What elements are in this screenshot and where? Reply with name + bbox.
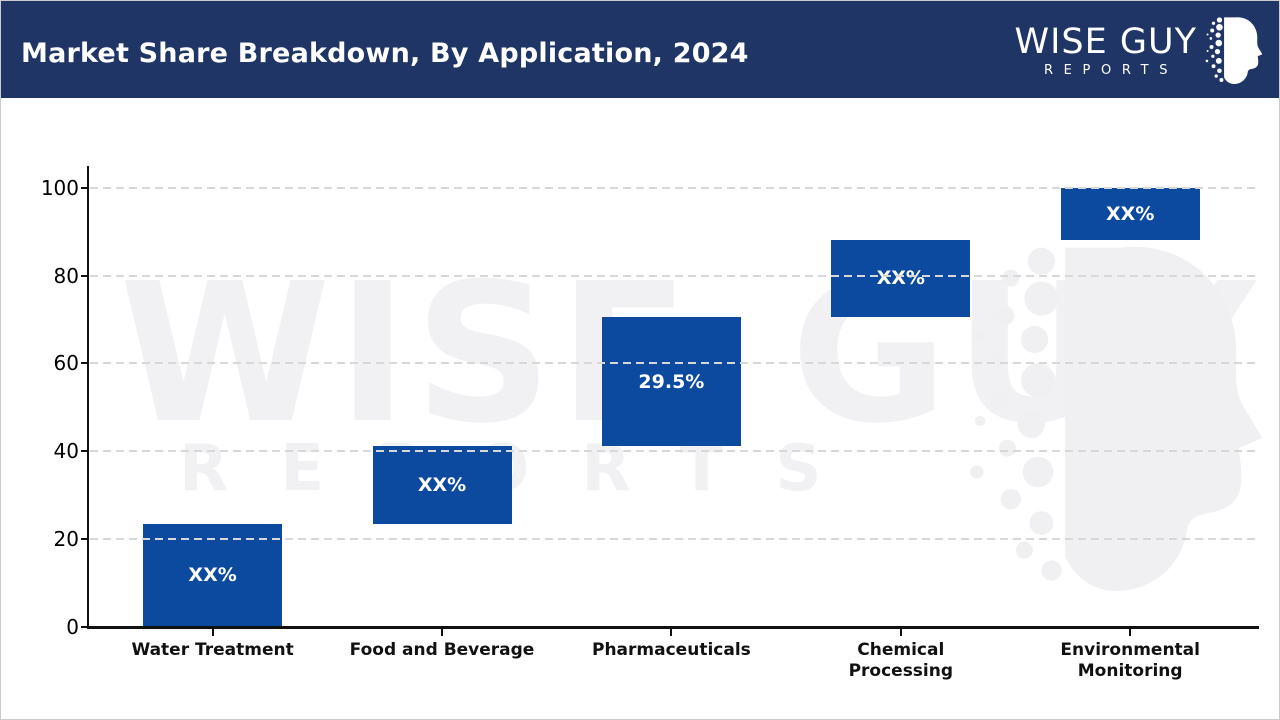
bar-environmental-monitoring: XX% [1060, 188, 1200, 240]
x-tick-food-and-beverage [441, 628, 443, 636]
bar-pharmaceuticals: 29.5% [601, 316, 741, 447]
x-axis-label-line: Processing [848, 660, 954, 681]
x-axis-label-line: Water Treatment [131, 639, 294, 660]
x-axis-label-chemical-processing: Chemical Processing [786, 640, 1016, 683]
wise-guy-reports-logo: WISE GUY REPORTS [1014, 11, 1265, 91]
logo-wordmark: WISE GUY [1014, 21, 1197, 62]
y-tick-label-20: 20 [53, 526, 79, 551]
y-tick-label-0: 0 [66, 614, 79, 639]
logo-head-icon [1205, 16, 1263, 84]
bar-water-treatment: XX% [143, 523, 283, 627]
y-axis-line [87, 166, 89, 629]
gridline-80 [90, 274, 1259, 277]
watermark-subtitle: REPORTS [179, 432, 874, 506]
bar-value-label: XX% [417, 474, 467, 497]
x-tick-pharmaceuticals [670, 628, 673, 636]
y-tick-label-60: 60 [53, 351, 79, 376]
y-tick-label-40: 40 [53, 439, 79, 464]
watermark-head-icon [970, 246, 1263, 592]
y-tick-80 [81, 274, 89, 277]
x-tick-water-treatment [211, 628, 214, 636]
x-tick-environmental-monitoring [1129, 628, 1132, 636]
x-tick-chemical-processing [899, 628, 902, 636]
bar-value-label: XX% [876, 267, 925, 290]
gridline-40 [90, 450, 1259, 453]
x-axis-label-water-treatment: Water Treatment [98, 640, 328, 661]
gridline-60 [90, 362, 1259, 365]
y-tick-60 [81, 362, 89, 365]
y-tick-40 [81, 450, 89, 453]
x-axis-label-line: Environmental [1060, 639, 1200, 660]
x-axis-label-food-and-beverage: Food and Beverage [327, 640, 557, 661]
logo-text: WISE GUY REPORTS [1014, 21, 1197, 78]
header-bar: Market Share Breakdown, By Application, … [1, 1, 1279, 98]
bar-value-label: 29.5% [638, 370, 705, 393]
logo-subtitle: REPORTS [1043, 62, 1179, 78]
x-axis-label-line: Food and Beverage [349, 639, 535, 660]
gridline-100 [90, 187, 1259, 189]
page-title: Market Share Breakdown, By Application, … [21, 38, 749, 69]
x-axis-label-line: Pharmaceuticals [592, 639, 751, 660]
x-axis-label-line: Monitoring [1077, 660, 1183, 681]
y-tick-label-80: 80 [53, 263, 79, 288]
x-axis-label-environmental-monitoring: Environmental Monitoring [1015, 640, 1245, 683]
bar-chemical-processing: XX% [831, 239, 971, 317]
y-tick-100 [81, 187, 89, 189]
y-tick-0 [81, 625, 89, 628]
gridline-20 [90, 537, 1259, 540]
bar-food-and-beverage: XX% [372, 446, 512, 524]
y-tick-20 [81, 537, 89, 540]
bar-value-label: XX% [188, 564, 237, 587]
bar-value-label: XX% [1106, 202, 1155, 225]
x-axis-line [87, 625, 1259, 629]
y-tick-label-100: 100 [40, 176, 79, 200]
x-axis-label-line: Chemical [857, 639, 945, 660]
x-axis-label-pharmaceuticals: Pharmaceuticals [556, 640, 786, 661]
